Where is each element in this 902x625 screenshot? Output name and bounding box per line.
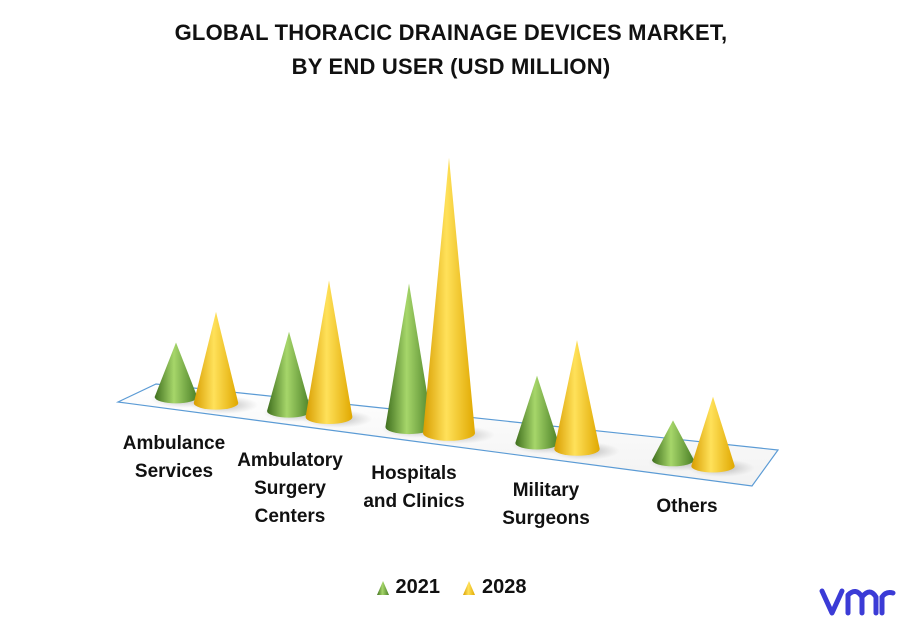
category-label-line: Military [512,480,580,501]
category-label-line: and Clinics [363,491,465,512]
category-label-4: Others [607,493,767,521]
legend-label-2028: 2028 [482,576,527,598]
cone-2028-4 [687,396,755,477]
category-label-line: Ambulance [122,433,226,454]
legend-item-2021: 2021 [376,576,441,599]
cone-2028-2 [419,157,495,444]
category-label-line: Surgery [254,478,326,499]
category-label-3: Military Surgeons [466,477,626,533]
legend-swatch-2028 [463,580,475,595]
category-label-1: Ambulatory Surgery Centers [210,447,370,531]
vmr-logo-icon [819,588,896,616]
chart-title: GLOBAL THORACIC DRAINAGE DEVICES MARKET,… [0,16,902,84]
category-label-line: Surgeons [502,508,590,529]
category-label-0: Ambulance Services [94,430,254,486]
category-label-line: Hospitals [371,463,457,484]
category-label-line: Centers [254,506,326,527]
cone-2028-0 [189,311,259,414]
cone-2028-1 [301,280,373,428]
chart-title-line-2: BY END USER (USD MILLION) [291,54,611,79]
category-label-line: Ambulatory [237,450,343,471]
legend-swatch-2021 [376,580,389,595]
category-label-line: Others [656,496,718,517]
category-label-line: Services [134,461,214,482]
category-label-2: Hospitals and Clinics [334,460,494,516]
legend-item-2028: 2028 [462,576,527,599]
legend: 2021 2028 [0,576,902,599]
cone-2028-3 [550,340,620,460]
chart-title-line-1: GLOBAL THORACIC DRAINAGE DEVICES MARKET, [174,20,728,45]
legend-label-2021: 2021 [395,576,441,598]
